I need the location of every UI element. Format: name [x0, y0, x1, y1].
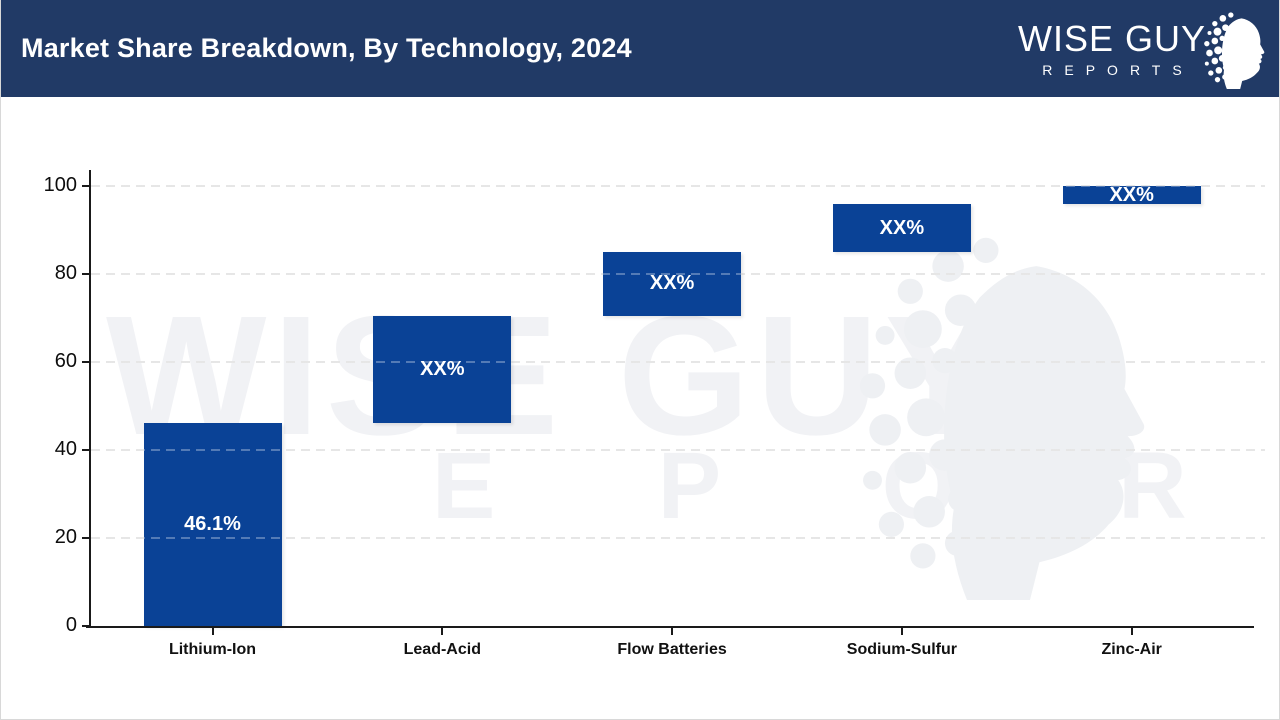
chart-title: Market Share Breakdown, By Technology, 2…: [21, 33, 632, 63]
logo-wordmark: WISE GUY: [1017, 17, 1206, 59]
x-axis-tick: [441, 628, 444, 635]
gridline: [91, 449, 1265, 451]
x-axis-label: Sodium-Sulfur: [846, 641, 957, 658]
y-axis-line: [89, 170, 91, 628]
x-axis-tick: [900, 628, 903, 635]
bar: XX%: [1062, 183, 1201, 206]
header-bar: Market Share Breakdown, By Technology, 2…: [1, 0, 1279, 97]
y-axis-tick-label: 80: [54, 262, 77, 284]
gridline-overlay: [91, 273, 1265, 275]
y-axis-tick-label: 40: [54, 438, 77, 460]
x-axis-label: Flow Batteries: [617, 641, 727, 658]
gridline-overlay: [91, 537, 1265, 539]
bar-value-label: XX%: [420, 357, 465, 380]
y-axis-tick-label: 0: [65, 614, 77, 636]
wise-guy-reports-logo: WISE GUY REPORTS: [1018, 9, 1267, 89]
gridline-overlay: [91, 185, 1265, 187]
x-axis-tick: [1130, 628, 1133, 635]
x-axis-label: Lead-Acid: [403, 641, 481, 658]
bar-value-label: XX%: [879, 216, 925, 239]
gridline-overlay: [91, 361, 1265, 363]
y-axis-tick-label: 100: [43, 174, 77, 196]
y-axis-tick-label: 60: [54, 350, 77, 372]
y-axis-tick: [82, 185, 89, 187]
bar-value-label: XX%: [1109, 183, 1154, 206]
x-axis-line: [86, 626, 1254, 628]
y-axis-tick: [82, 449, 89, 451]
y-axis-tick-label: 20: [54, 526, 77, 548]
bar: 46.1%: [143, 423, 282, 626]
wiseguy-head-icon: [1204, 11, 1265, 89]
bar-value-label: 46.1%: [184, 513, 241, 536]
x-axis-label: Zinc-Air: [1101, 641, 1162, 658]
y-axis-tick: [82, 273, 89, 275]
bar: XX%: [832, 204, 971, 252]
gridline: [91, 537, 1265, 539]
logo-text: WISE GUY REPORTS: [1017, 17, 1206, 78]
watermark-head-icon: [859, 237, 1145, 600]
gridline: [91, 361, 1265, 363]
bar: XX%: [603, 252, 742, 316]
logo-subtitle: REPORTS: [1042, 61, 1194, 78]
x-axis-tick: [671, 628, 674, 635]
gridline-overlay: [91, 449, 1265, 451]
y-axis-tick: [82, 625, 89, 627]
x-axis-tick: [211, 628, 214, 635]
bar: XX%: [373, 315, 512, 424]
y-axis-tick: [82, 361, 89, 363]
bar-value-label: XX%: [649, 272, 695, 295]
y-axis-tick: [82, 537, 89, 539]
gridline: [91, 185, 1265, 187]
x-axis-label: Lithium-Ion: [168, 641, 257, 658]
